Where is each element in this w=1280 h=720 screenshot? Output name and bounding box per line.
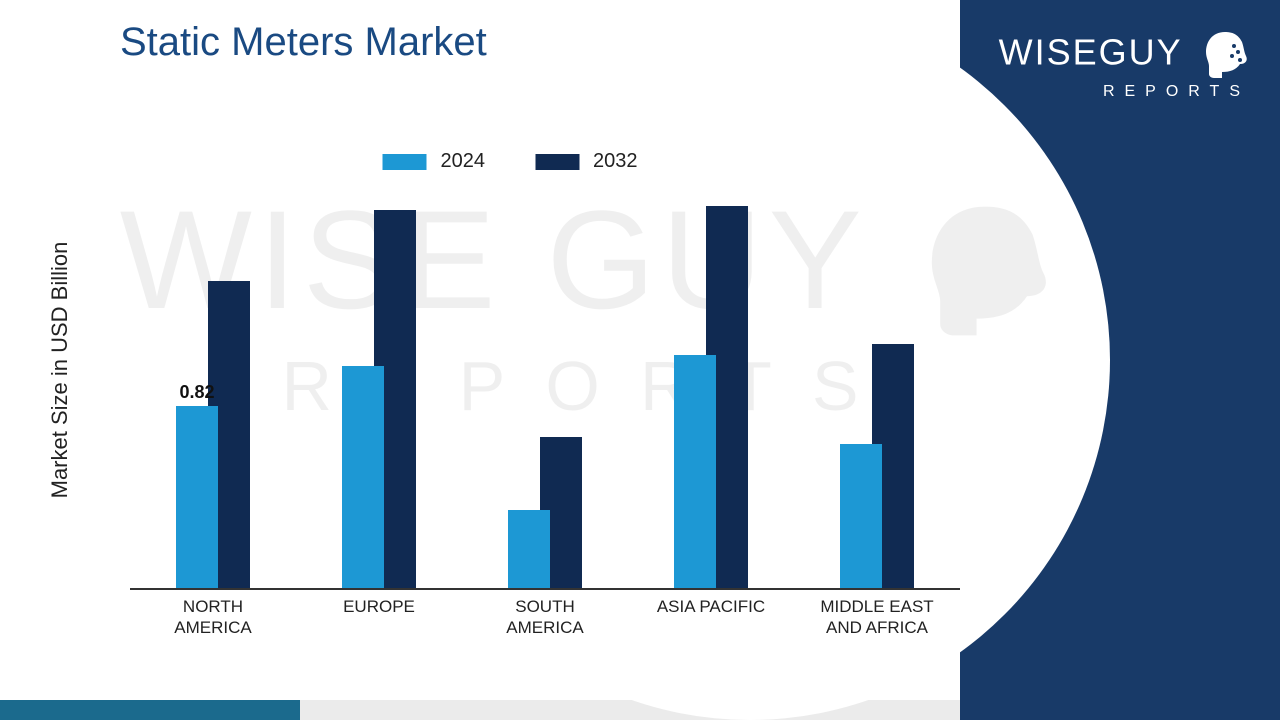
brand-subline: REPORTS bbox=[999, 84, 1250, 100]
legend-item: 2032 bbox=[535, 150, 638, 173]
bar-2024 bbox=[840, 444, 882, 588]
brand-head-icon bbox=[1200, 30, 1250, 80]
legend-swatch bbox=[383, 154, 427, 170]
bar-value-label: 0.82 bbox=[179, 382, 214, 403]
y-axis-label: Market Size in USD Billion bbox=[47, 242, 73, 499]
x-tick-label: ASIA PACIFIC bbox=[646, 596, 776, 617]
bar-2024: 0.82 bbox=[176, 406, 218, 588]
legend-label: 2024 bbox=[441, 150, 486, 173]
bar-2024 bbox=[508, 510, 550, 588]
bar-2024 bbox=[342, 366, 384, 588]
legend-item: 2024 bbox=[383, 150, 486, 173]
brand-word-2: GUY bbox=[1099, 32, 1182, 73]
legend-swatch bbox=[535, 154, 579, 170]
plot-area: 0.82NORTH AMERICAEUROPESOUTH AMERICAASIA… bbox=[130, 190, 960, 590]
brand-word-1: WISE bbox=[999, 32, 1099, 73]
x-tick-label: NORTH AMERICA bbox=[148, 596, 278, 639]
legend-label: 2032 bbox=[593, 150, 638, 173]
page-title: Static Meters Market bbox=[120, 20, 487, 65]
chart-legend: 2024 2032 bbox=[383, 150, 638, 173]
brand-logo: WISEGUY REPORTS bbox=[999, 30, 1250, 100]
x-tick-label: MIDDLE EAST AND AFRICA bbox=[812, 596, 942, 639]
footer-accent bbox=[0, 700, 300, 720]
x-tick-label: SOUTH AMERICA bbox=[480, 596, 610, 639]
bar-chart: Market Size in USD Billion 20242032 0.82… bbox=[60, 150, 960, 590]
x-tick-label: EUROPE bbox=[314, 596, 444, 617]
bar-2024 bbox=[674, 355, 716, 588]
